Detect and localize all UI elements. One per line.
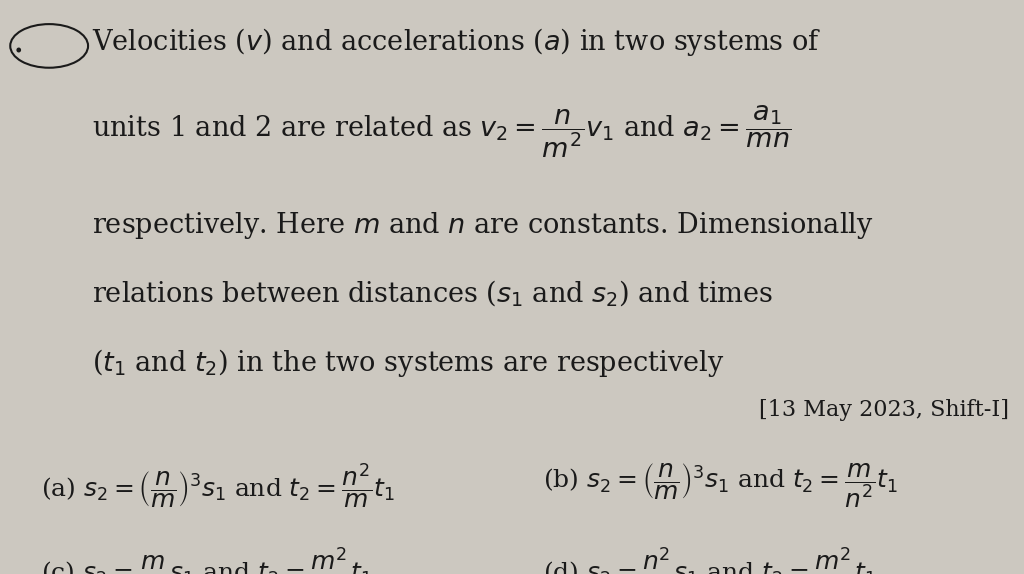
Text: ($t_1$ and $t_2$) in the two systems are respectively: ($t_1$ and $t_2$) in the two systems are… bbox=[92, 347, 725, 379]
Text: (d) $s_2 = \dfrac{n^2}{m} s_1$ and $t_2 = \dfrac{m^2}{n^4}t_1$: (d) $s_2 = \dfrac{n^2}{m} s_1$ and $t_2 … bbox=[543, 545, 876, 574]
Text: relations between distances ($s_1$ and $s_2$) and times: relations between distances ($s_1$ and $… bbox=[92, 278, 773, 308]
Text: units 1 and 2 are related as $v_2 = \dfrac{n}{m^2}v_1$ and $a_2 = \dfrac{a_1}{mn: units 1 and 2 are related as $v_2 = \dfr… bbox=[92, 103, 792, 160]
Text: (b) $s_2 = \left(\dfrac{n}{m}\right)^3 s_1$ and $t_2 = \dfrac{m}{n^2}t_1$: (b) $s_2 = \left(\dfrac{n}{m}\right)^3 s… bbox=[543, 462, 897, 510]
Text: [13 May 2023, Shift-I]: [13 May 2023, Shift-I] bbox=[759, 399, 1009, 421]
Text: Velocities ($v$) and accelerations ($a$) in two systems of: Velocities ($v$) and accelerations ($a$)… bbox=[92, 26, 821, 58]
Text: respectively. Here $m$ and $n$ are constants. Dimensionally: respectively. Here $m$ and $n$ are const… bbox=[92, 210, 873, 241]
Text: (a) $s_2 = \left(\dfrac{n}{m}\right)^3 s_1$ and $t_2 = \dfrac{n^2}{m}t_1$: (a) $s_2 = \left(\dfrac{n}{m}\right)^3 s… bbox=[41, 462, 394, 511]
Text: .: . bbox=[12, 26, 24, 60]
Text: (c) $s_2 = \dfrac{m}{n^2} s_1$ and $t_2 = \dfrac{m^2}{n^4}t_1$: (c) $s_2 = \dfrac{m}{n^2} s_1$ and $t_2 … bbox=[41, 545, 372, 574]
